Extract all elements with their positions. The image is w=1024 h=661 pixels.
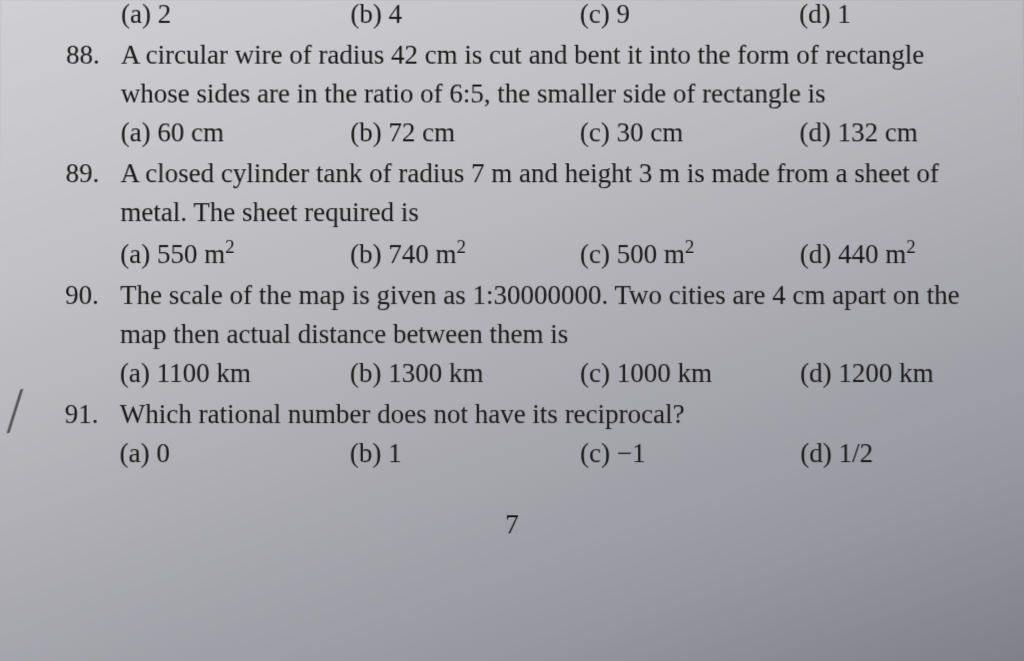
option-d: (d) 1/2 [800,438,1000,469]
question-number: 91. [65,395,120,434]
q91-options-row: (a) 0 (b) 1 (c) −1 (d) 1/2 [19,438,1004,469]
question-89: 89. A closed cylinder tank of radius 7 m… [20,155,1003,233]
option-d: (d) 1 [799,0,999,30]
question-number: 90. [65,276,120,354]
option-d: (d) 440 m2 [800,237,1000,270]
option-a: (a) 60 cm [121,118,351,149]
option-b: (b) 1 [350,438,580,469]
option-b: (b) 72 cm [350,118,580,149]
question-91: 91. Which rational number does not have … [20,395,1005,434]
question-text: A closed cylinder tank of radius 7 m and… [120,155,1003,233]
option-b: (b) 740 m2 [350,237,580,270]
option-b: (b) 4 [350,0,579,30]
option-d: (d) 132 cm [799,118,999,149]
option-a: (a) 0 [120,438,350,469]
question-text: A circular wire of radius 42 cm is cut a… [121,36,1003,114]
question-number: 89. [65,155,120,233]
option-c: (c) 1000 km [580,358,800,389]
q89-options-row: (a) 550 m2 (b) 740 m2 (c) 500 m2 (d) 440… [20,237,1003,270]
question-88: 88. A circular wire of radius 42 cm is c… [21,36,1003,114]
question-text: Which rational number does not have its … [120,395,1005,434]
q90-options-row: (a) 1100 km (b) 1300 km (c) 1000 km (d) … [20,358,1005,389]
option-c: (c) 9 [580,0,799,30]
question-90: 90. The scale of the map is given as 1:3… [20,276,1004,354]
question-number: 88. [66,36,121,114]
option-c: (c) 500 m2 [580,237,800,270]
page-number: 7 [19,509,1005,540]
option-a: (a) 2 [121,0,350,30]
q87-options-row: (a) 2 (b) 4 (c) 9 (d) 1 [21,0,1002,30]
option-b: (b) 1300 km [350,358,580,389]
option-c: (c) −1 [580,438,800,469]
question-text: The scale of the map is given as 1:30000… [120,276,1004,354]
option-d: (d) 1200 km [800,358,1000,389]
q88-options-row: (a) 60 cm (b) 72 cm (c) 30 cm (d) 132 cm [21,118,1003,149]
page-content: (a) 2 (b) 4 (c) 9 (d) 1 88. A circular w… [0,1,1024,661]
option-a: (a) 1100 km [120,358,350,389]
option-a: (a) 550 m2 [120,237,350,270]
option-c: (c) 30 cm [580,118,800,149]
